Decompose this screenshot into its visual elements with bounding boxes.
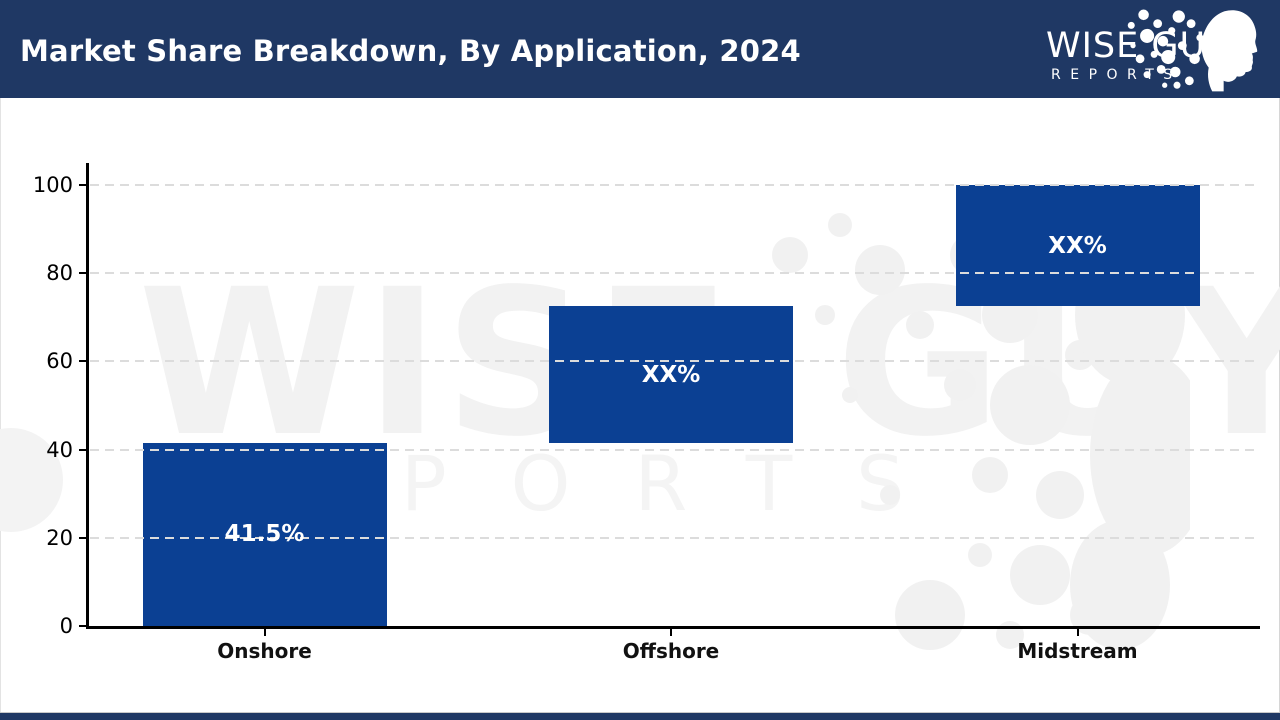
bar-value-label-onshore: 41.5% [224, 521, 305, 548]
y-tick-mark [79, 272, 87, 275]
logo-dotted-head-icon [1127, 9, 1258, 92]
bar-value-label-midstream: XX% [1048, 232, 1107, 259]
y-tick-mark [79, 184, 87, 186]
logo-reports-text: REPORTS [1051, 67, 1182, 83]
gridline-40 [90, 448, 1260, 451]
gridline-20 [90, 536, 1260, 539]
x-axis-line [86, 626, 1260, 629]
bar-onshore [142, 442, 387, 626]
y-tick-mark [79, 625, 87, 627]
gridline-60 [90, 360, 1260, 363]
category-label-onshore: Onshore [217, 639, 312, 663]
bar-offshore [549, 306, 793, 443]
x-tick-mark-onshore [263, 629, 266, 636]
y-tick-label: 40 [46, 437, 73, 462]
y-tick-mark [79, 448, 87, 451]
y-tick-label: 100 [32, 173, 73, 197]
footer-bar [0, 712, 1280, 720]
category-label-midstream: Midstream [1017, 639, 1138, 663]
bar-value-label-offshore: XX% [641, 361, 701, 388]
y-tick-mark [79, 360, 87, 363]
y-tick-label: 20 [46, 525, 73, 550]
gridline-100 [90, 184, 1260, 186]
category-label-offshore: Offshore [622, 639, 720, 663]
chart-title: Market Share Breakdown, By Application, … [20, 34, 801, 68]
wise-guy-reports-logo: WISE GUY REPORTS [1018, 6, 1268, 94]
y-tick-label: 80 [46, 261, 73, 286]
gridline-80 [90, 272, 1260, 275]
header-bar: Market Share Breakdown, By Application, … [0, 0, 1280, 98]
y-tick-mark [79, 536, 87, 539]
y-tick-label: 0 [59, 614, 73, 638]
y-axis-line [86, 162, 89, 628]
y-tick-label: 60 [46, 349, 73, 374]
x-tick-mark-midstream [1076, 629, 1079, 636]
x-tick-mark-offshore [670, 629, 672, 636]
